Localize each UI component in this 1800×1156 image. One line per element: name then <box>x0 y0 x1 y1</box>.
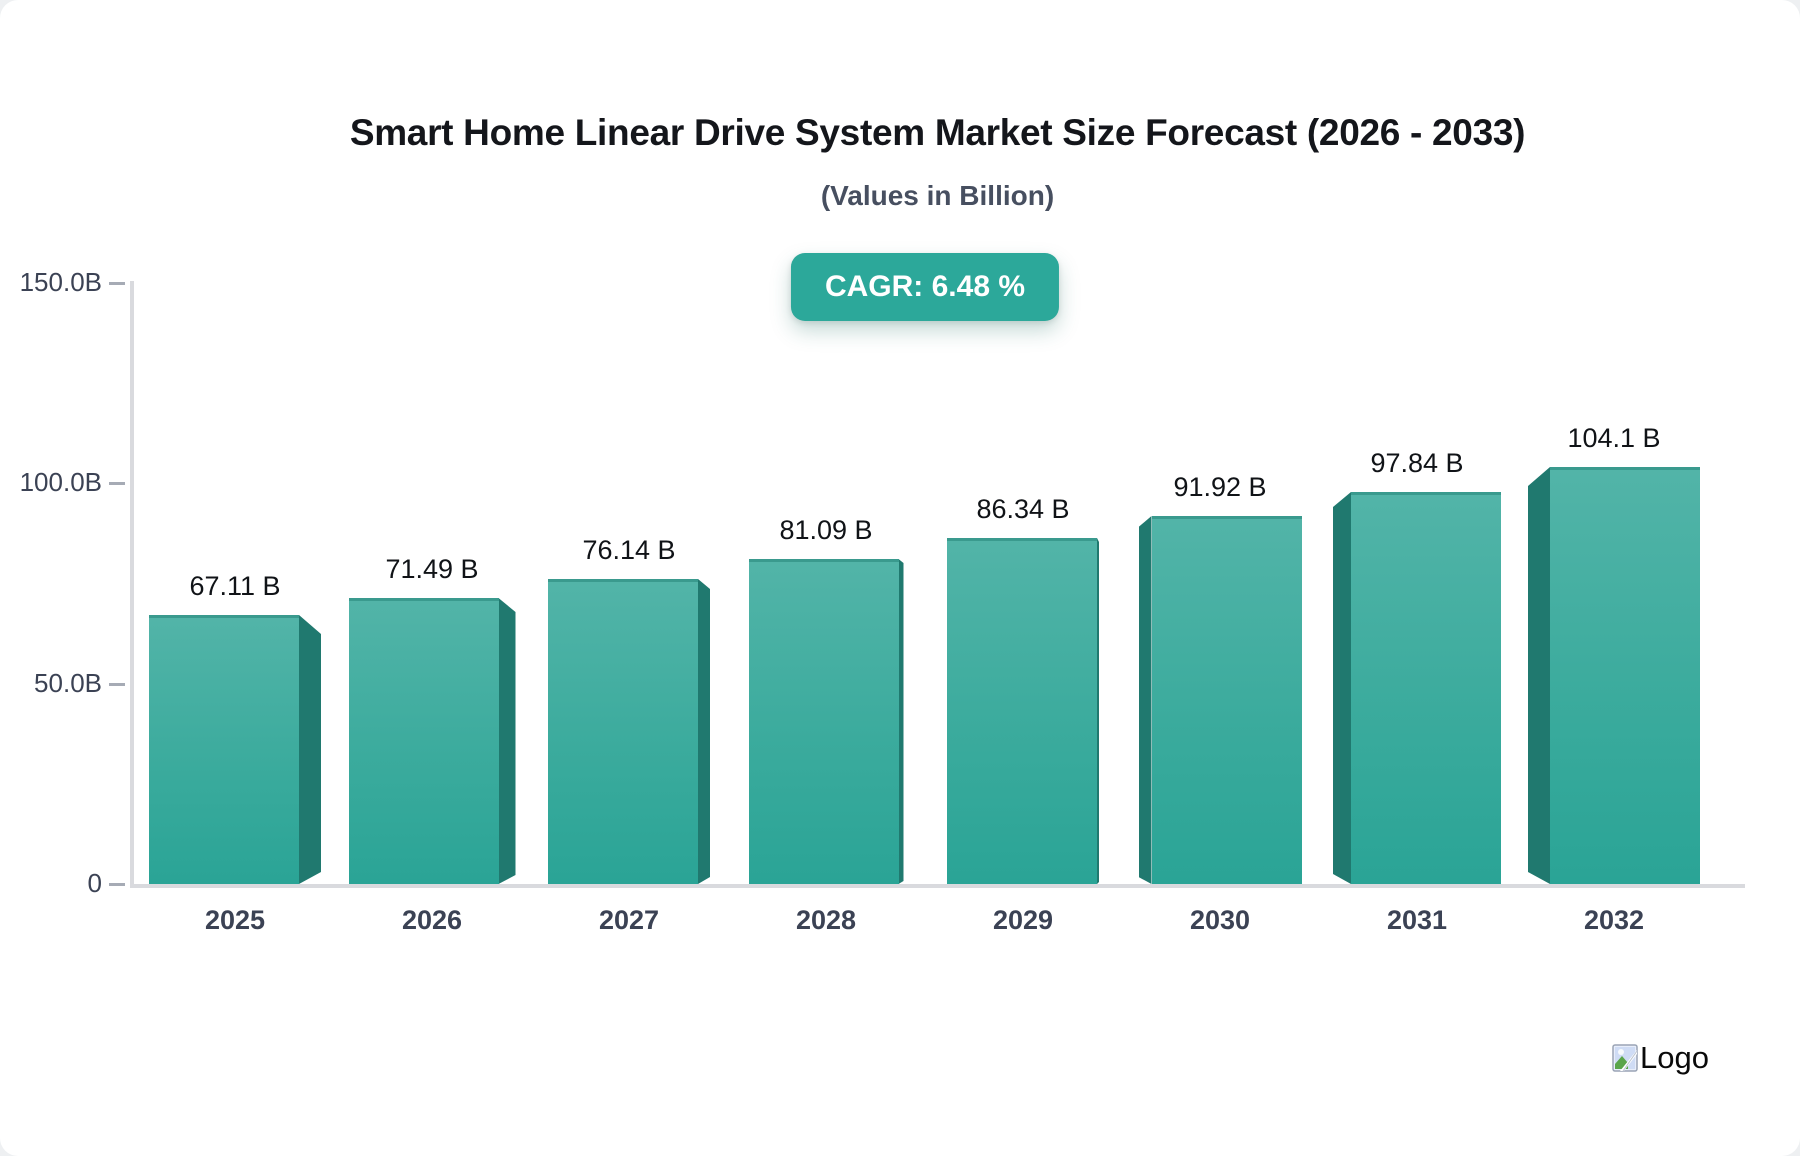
y-tick-label: 150.0B <box>19 267 102 297</box>
bar-value-label: 104.1 B <box>1567 423 1661 453</box>
y-tick-mark <box>109 682 125 686</box>
chart-title: Smart Home Linear Drive System Market Si… <box>349 112 1526 153</box>
bar-value-label: 71.49 B <box>385 554 479 584</box>
bar-side-face <box>1333 492 1351 884</box>
logo-text: Logo <box>1640 1040 1709 1075</box>
chart-subtitle: (Values in Billion) <box>820 180 1055 211</box>
bar-value-label: 97.84 B <box>1370 448 1464 478</box>
y-tick-label: 100.0B <box>19 467 102 498</box>
bar-value-label: 81.09 B <box>779 515 873 545</box>
broken-image-icon <box>1612 1044 1638 1072</box>
bar-value-label: 91.92 B <box>1173 472 1267 502</box>
bar-2028[interactable] <box>748 559 899 884</box>
x-category-label: 2031 <box>1386 905 1448 935</box>
x-category-label: 2030 <box>1189 905 1251 935</box>
bar-value-label: 76.14 B <box>582 535 676 565</box>
bar-side-face <box>899 559 904 884</box>
bar-side-face <box>1528 467 1550 884</box>
bar-2031[interactable] <box>1351 492 1501 884</box>
y-axis-line <box>130 281 134 888</box>
y-tick-mark <box>109 883 125 886</box>
x-category-label: 2032 <box>1583 905 1645 935</box>
bar-2025[interactable] <box>149 615 299 884</box>
y-tick-mark <box>109 482 125 486</box>
bar-2026[interactable] <box>348 598 499 884</box>
x-category-label: 2028 <box>795 905 857 935</box>
x-category-label: 2025 <box>204 905 266 935</box>
y-tick-mark <box>109 282 125 285</box>
x-category-label: 2027 <box>598 905 660 935</box>
y-tick-label: 50.0B <box>34 667 102 698</box>
x-category-label: 2029 <box>992 905 1054 935</box>
chart-header: Smart Home Linear Drive System Market Si… <box>130 0 1745 212</box>
bar-value-label: 86.34 B <box>976 494 1070 524</box>
bar-2029[interactable] <box>947 538 1097 884</box>
bar-2027[interactable] <box>548 579 698 884</box>
bar-side-face <box>1097 538 1099 884</box>
bar-side-face <box>499 598 516 884</box>
bar-side-face <box>299 615 321 884</box>
bar-2030[interactable] <box>1151 516 1302 884</box>
cagr-badge: CAGR: 6.48 % <box>790 253 1060 321</box>
logo: Logo <box>1612 1040 1709 1076</box>
x-axis-line <box>130 884 1745 888</box>
bar-value-label: 67.11 B <box>189 571 281 601</box>
bar-2032[interactable] <box>1550 467 1700 884</box>
y-tick-label: 0 <box>87 868 102 898</box>
bar-side-face <box>698 579 710 884</box>
bar-side-face <box>1139 516 1152 884</box>
x-category-label: 2026 <box>401 905 463 935</box>
